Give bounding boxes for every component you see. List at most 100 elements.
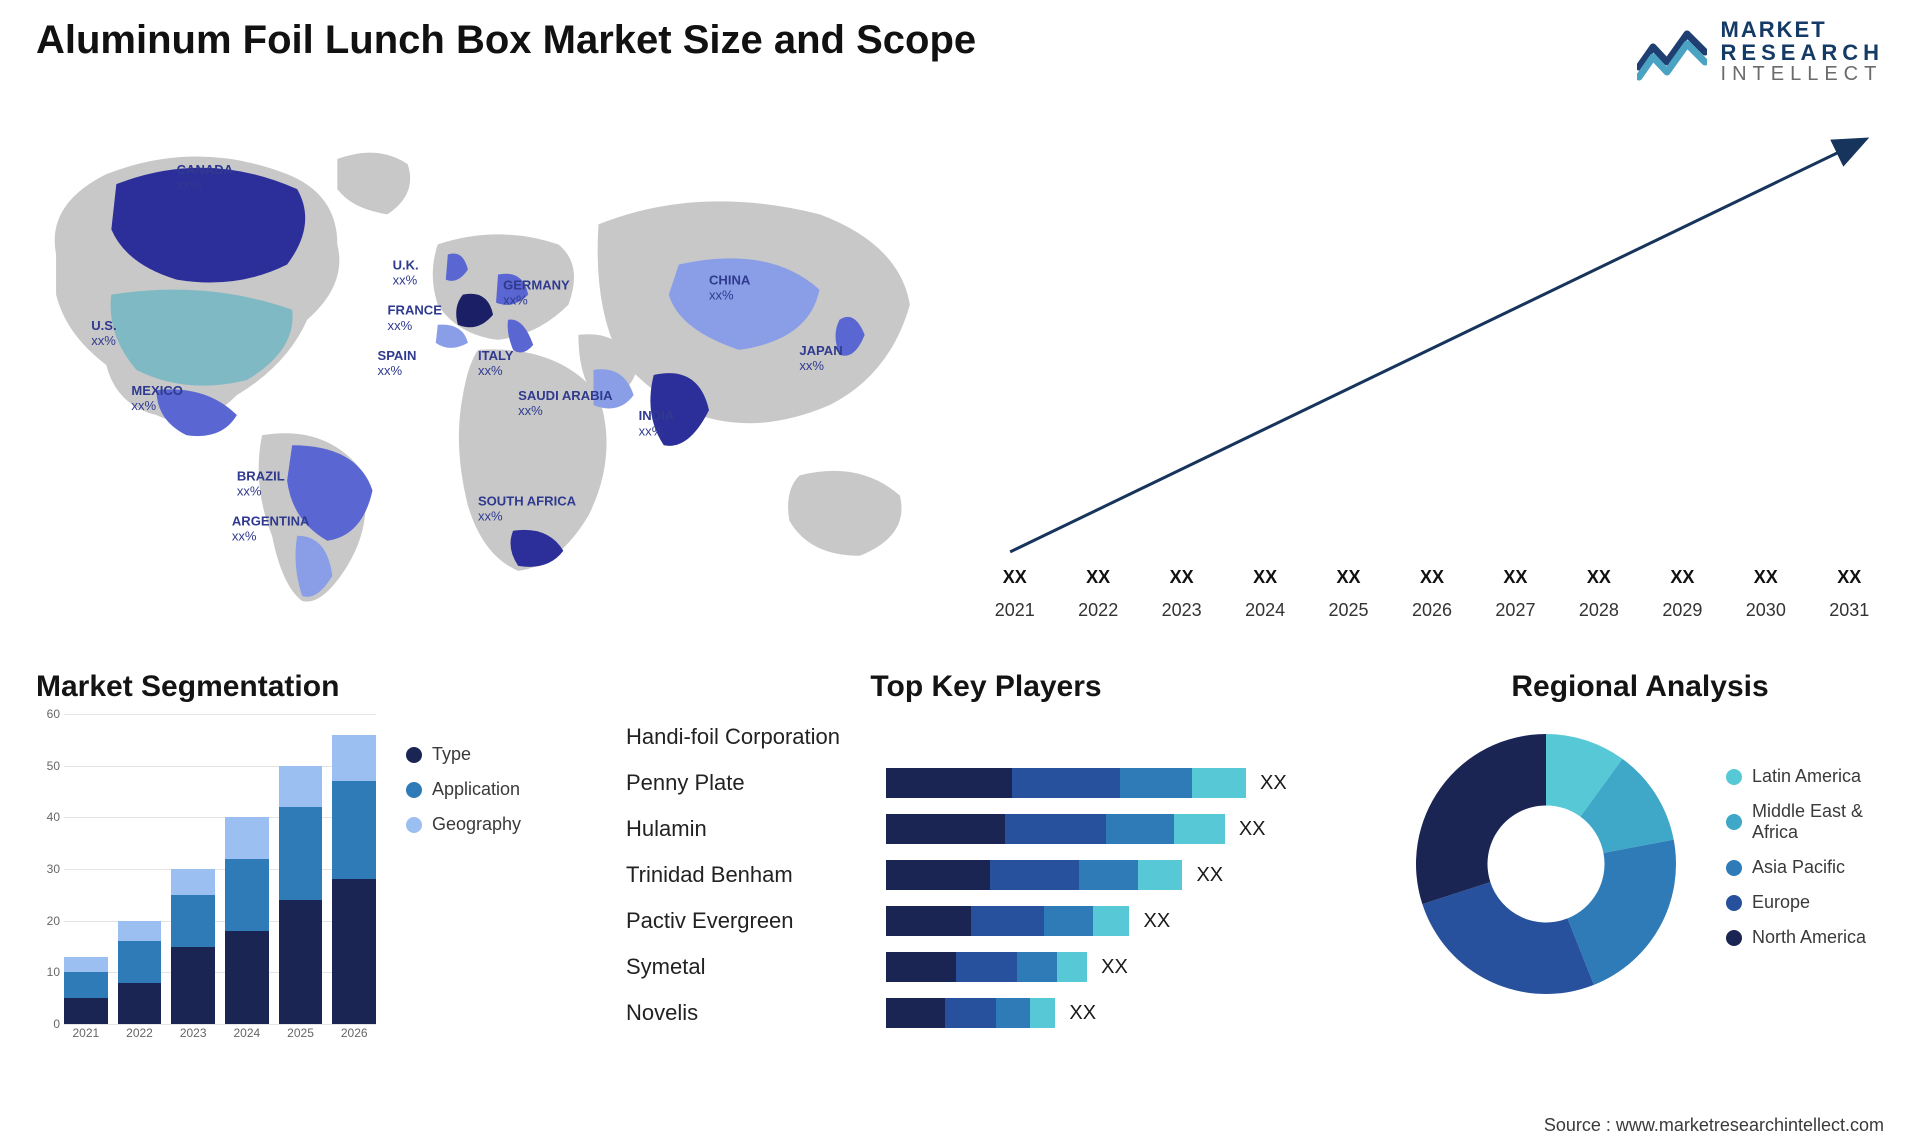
regional-donut xyxy=(1396,714,1696,1014)
seg-bar-segment xyxy=(64,957,108,973)
kp-bar-segment xyxy=(886,998,945,1028)
seg-year-label: 2025 xyxy=(279,1026,323,1054)
brand-logo-line2: RESEARCH xyxy=(1721,41,1884,64)
legend-label: Europe xyxy=(1752,892,1810,913)
seg-bar-segment xyxy=(225,817,269,858)
kp-bar-segment xyxy=(886,952,956,982)
seg-year-label: 2024 xyxy=(225,1026,269,1054)
kp-company-label: Penny Plate xyxy=(626,760,886,806)
regional-section: Regional Analysis Latin AmericaMiddle Ea… xyxy=(1396,670,1884,1090)
regional-legend-item: Europe xyxy=(1726,892,1884,913)
brand-logo-line3: INTELLECT xyxy=(1721,64,1884,85)
kp-bar-segment xyxy=(1030,998,1055,1028)
seg-year-label: 2021 xyxy=(64,1026,108,1054)
kp-bar-segment xyxy=(1093,906,1130,936)
kp-bar-segment xyxy=(1106,814,1174,844)
svg-text:xx%: xx% xyxy=(232,529,257,544)
legend-label: Asia Pacific xyxy=(1752,857,1845,878)
key-players-section: Top Key Players Handi-foil CorporationPe… xyxy=(626,670,1346,1090)
svg-text:CHINA: CHINA xyxy=(709,273,751,288)
regional-title: Regional Analysis xyxy=(1396,670,1884,704)
brand-logo-line1: MARKET xyxy=(1721,18,1884,41)
svg-text:xx%: xx% xyxy=(378,363,403,378)
growth-bar-label: XX xyxy=(1837,567,1861,588)
kp-value-label: XX xyxy=(1069,1002,1096,1025)
kp-bar-segment xyxy=(1138,860,1182,890)
svg-text:CANADA: CANADA xyxy=(177,162,234,177)
growth-bar-label: XX xyxy=(1253,567,1277,588)
growth-year-label: 2024 xyxy=(1230,600,1299,630)
growth-year-label: 2031 xyxy=(1815,600,1884,630)
kp-value-label: XX xyxy=(1239,818,1266,841)
kp-row: XX xyxy=(886,944,1346,990)
kp-bar-segment xyxy=(1057,952,1087,982)
map-country-label: U.S.xx% xyxy=(91,318,116,348)
world-map-svg: CANADAxx%U.S.xx%MEXICOxx%BRAZILxx%ARGENT… xyxy=(36,120,940,630)
seg-bar-segment xyxy=(225,931,269,1024)
growth-bar-label: XX xyxy=(1420,567,1444,588)
brand-logo: MARKET RESEARCH INTELLECT xyxy=(1637,18,1884,85)
segmentation-section: Market Segmentation 0102030405060 202120… xyxy=(36,670,576,1090)
growth-year-label: 2029 xyxy=(1648,600,1717,630)
key-players-bars: XXXXXXXXXXXX xyxy=(886,714,1346,1036)
seg-bar-segment xyxy=(118,921,162,942)
seg-bar-segment xyxy=(332,735,376,782)
legend-swatch xyxy=(406,817,422,833)
legend-label: North America xyxy=(1752,927,1866,948)
legend-swatch xyxy=(406,747,422,763)
brand-logo-mark xyxy=(1637,22,1707,82)
seg-ytick: 50 xyxy=(47,759,60,773)
svg-text:xx%: xx% xyxy=(503,293,528,308)
kp-company-label: Hulamin xyxy=(626,806,886,852)
seg-legend-item: Application xyxy=(406,779,521,800)
regional-legend-item: Asia Pacific xyxy=(1726,857,1884,878)
map-region xyxy=(788,471,901,556)
svg-text:xx%: xx% xyxy=(709,288,734,303)
seg-bar-segment xyxy=(171,947,215,1025)
growth-bar-label: XX xyxy=(1503,567,1527,588)
kp-company-label: Trinidad Benham xyxy=(626,852,886,898)
legend-swatch xyxy=(1726,814,1742,830)
growth-chart: XXXXXXXXXXXXXXXXXXXXXX 20212022202320242… xyxy=(980,120,1884,630)
bottom-row: Market Segmentation 0102030405060 202120… xyxy=(36,670,1884,1090)
kp-row: XX xyxy=(886,760,1346,806)
svg-text:U.S.: U.S. xyxy=(91,318,116,333)
regional-legend: Latin AmericaMiddle East & AfricaAsia Pa… xyxy=(1726,766,1884,962)
donut-slice xyxy=(1416,734,1546,904)
legend-swatch xyxy=(1726,895,1742,911)
seg-bar xyxy=(171,869,215,1024)
kp-bar-segment xyxy=(1192,768,1246,798)
source-footer: Source : www.marketresearchintellect.com xyxy=(1544,1115,1884,1136)
kp-company-label: Novelis xyxy=(626,990,886,1036)
seg-bar-segment xyxy=(332,879,376,1024)
growth-year-label: 2027 xyxy=(1481,600,1550,630)
kp-value-label: XX xyxy=(1196,864,1223,887)
svg-text:xx%: xx% xyxy=(91,333,116,348)
svg-text:FRANCE: FRANCE xyxy=(388,303,443,318)
growth-bar-label: XX xyxy=(1754,567,1778,588)
legend-swatch xyxy=(1726,930,1742,946)
svg-text:xx%: xx% xyxy=(518,403,543,418)
brand-logo-text: MARKET RESEARCH INTELLECT xyxy=(1721,18,1884,85)
svg-text:INDIA: INDIA xyxy=(639,408,675,423)
growth-bar-label: XX xyxy=(1086,567,1110,588)
seg-bar-segment xyxy=(279,900,323,1024)
legend-label: Geography xyxy=(432,814,521,835)
seg-bar-segment xyxy=(225,859,269,931)
legend-swatch xyxy=(1726,860,1742,876)
growth-year-label: 2022 xyxy=(1063,600,1132,630)
kp-bar-segment xyxy=(886,768,1012,798)
map-country-label: SPAINxx% xyxy=(378,348,417,378)
svg-text:xx%: xx% xyxy=(393,273,418,288)
seg-bar-segment xyxy=(64,998,108,1024)
svg-text:MEXICO: MEXICO xyxy=(131,383,182,398)
seg-bar xyxy=(279,766,323,1024)
seg-bar xyxy=(225,817,269,1024)
svg-text:ITALY: ITALY xyxy=(478,348,514,363)
svg-text:SPAIN: SPAIN xyxy=(378,348,417,363)
seg-ytick: 60 xyxy=(47,707,60,721)
legend-label: Middle East & Africa xyxy=(1752,801,1884,843)
seg-bar xyxy=(64,957,108,1024)
world-map: CANADAxx%U.S.xx%MEXICOxx%BRAZILxx%ARGENT… xyxy=(36,120,940,630)
growth-bar-label: XX xyxy=(1003,567,1027,588)
